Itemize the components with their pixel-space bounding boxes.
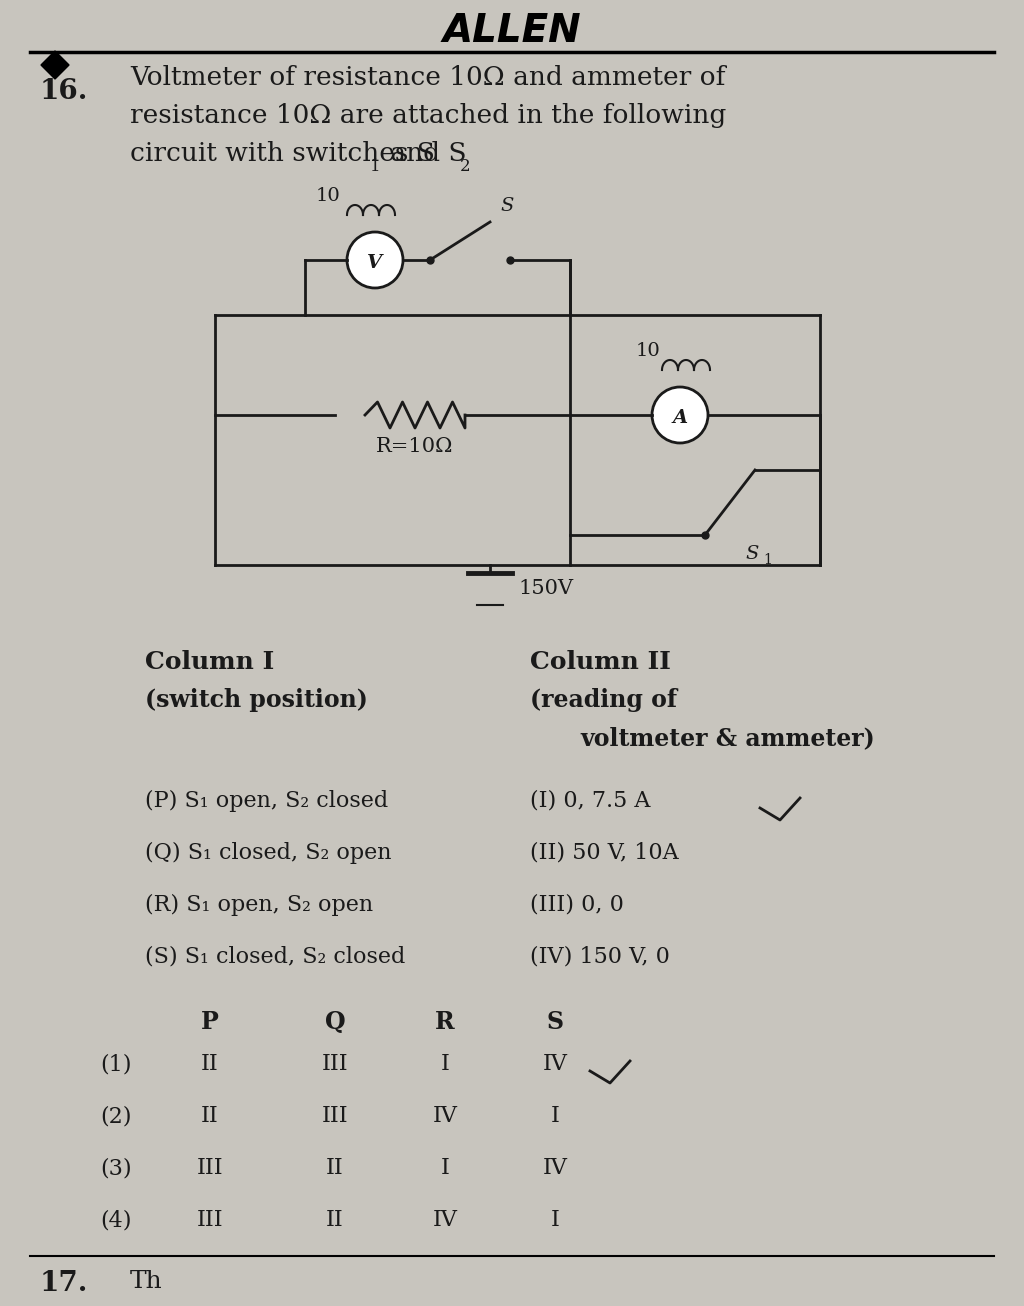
- Text: IV: IV: [543, 1157, 567, 1179]
- Text: (I) 0, 7.5 A: (I) 0, 7.5 A: [530, 790, 650, 812]
- Text: III: III: [322, 1105, 348, 1127]
- Text: 10: 10: [315, 187, 340, 205]
- Text: 1: 1: [370, 158, 381, 175]
- Text: V: V: [368, 253, 383, 272]
- Text: I: I: [440, 1157, 450, 1179]
- Text: S: S: [547, 1010, 563, 1034]
- Text: Column I: Column I: [145, 650, 274, 674]
- Text: IV: IV: [432, 1209, 458, 1232]
- Text: 1: 1: [763, 552, 772, 567]
- Text: (II) 50 V, 10A: (II) 50 V, 10A: [530, 842, 679, 865]
- Text: S: S: [500, 197, 513, 215]
- Text: Q: Q: [325, 1010, 345, 1034]
- Text: 16.: 16.: [40, 78, 88, 104]
- Text: (switch position): (switch position): [145, 688, 368, 712]
- Text: II: II: [326, 1157, 344, 1179]
- Text: P: P: [201, 1010, 219, 1034]
- Circle shape: [347, 232, 403, 289]
- Text: A: A: [673, 409, 687, 427]
- Text: I: I: [551, 1105, 559, 1127]
- Text: (III) 0, 0: (III) 0, 0: [530, 895, 624, 916]
- Text: IV: IV: [543, 1053, 567, 1075]
- Text: (S) S₁ closed, S₂ closed: (S) S₁ closed, S₂ closed: [145, 946, 406, 968]
- Circle shape: [652, 387, 708, 443]
- Text: ALLEN: ALLEN: [442, 12, 582, 50]
- Text: 150V: 150V: [518, 580, 573, 598]
- Text: Column II: Column II: [530, 650, 671, 674]
- Text: R: R: [435, 1010, 455, 1034]
- Text: (R) S₁ open, S₂ open: (R) S₁ open, S₂ open: [145, 895, 373, 916]
- Text: (1): (1): [100, 1053, 131, 1075]
- Text: S: S: [745, 545, 759, 563]
- Text: II: II: [201, 1053, 219, 1075]
- Text: I: I: [440, 1053, 450, 1075]
- Text: 17.: 17.: [40, 1269, 88, 1297]
- Text: (P) S₁ open, S₂ closed: (P) S₁ open, S₂ closed: [145, 790, 388, 812]
- Text: IV: IV: [432, 1105, 458, 1127]
- Text: resistance 10Ω are attached in the following: resistance 10Ω are attached in the follo…: [130, 103, 726, 128]
- Text: Voltmeter of resistance 10Ω and ammeter of: Voltmeter of resistance 10Ω and ammeter …: [130, 65, 725, 90]
- Text: (4): (4): [100, 1209, 131, 1232]
- Text: I: I: [551, 1209, 559, 1232]
- Text: III: III: [322, 1053, 348, 1075]
- Text: 10: 10: [635, 342, 660, 360]
- Text: voltmeter & ammeter): voltmeter & ammeter): [580, 726, 874, 750]
- Text: (IV) 150 V, 0: (IV) 150 V, 0: [530, 946, 670, 968]
- Text: 2: 2: [460, 158, 471, 175]
- Text: R=10Ω: R=10Ω: [376, 438, 454, 456]
- Text: circuit with switches S: circuit with switches S: [130, 141, 435, 166]
- Text: and S: and S: [382, 141, 467, 166]
- Text: Th: Th: [130, 1269, 163, 1293]
- Text: (3): (3): [100, 1157, 132, 1179]
- Polygon shape: [41, 51, 69, 78]
- Text: (Q) S₁ closed, S₂ open: (Q) S₁ closed, S₂ open: [145, 842, 391, 865]
- Text: II: II: [201, 1105, 219, 1127]
- Text: (2): (2): [100, 1105, 131, 1127]
- Text: (reading of: (reading of: [530, 688, 677, 712]
- Text: II: II: [326, 1209, 344, 1232]
- Text: III: III: [197, 1209, 223, 1232]
- Text: III: III: [197, 1157, 223, 1179]
